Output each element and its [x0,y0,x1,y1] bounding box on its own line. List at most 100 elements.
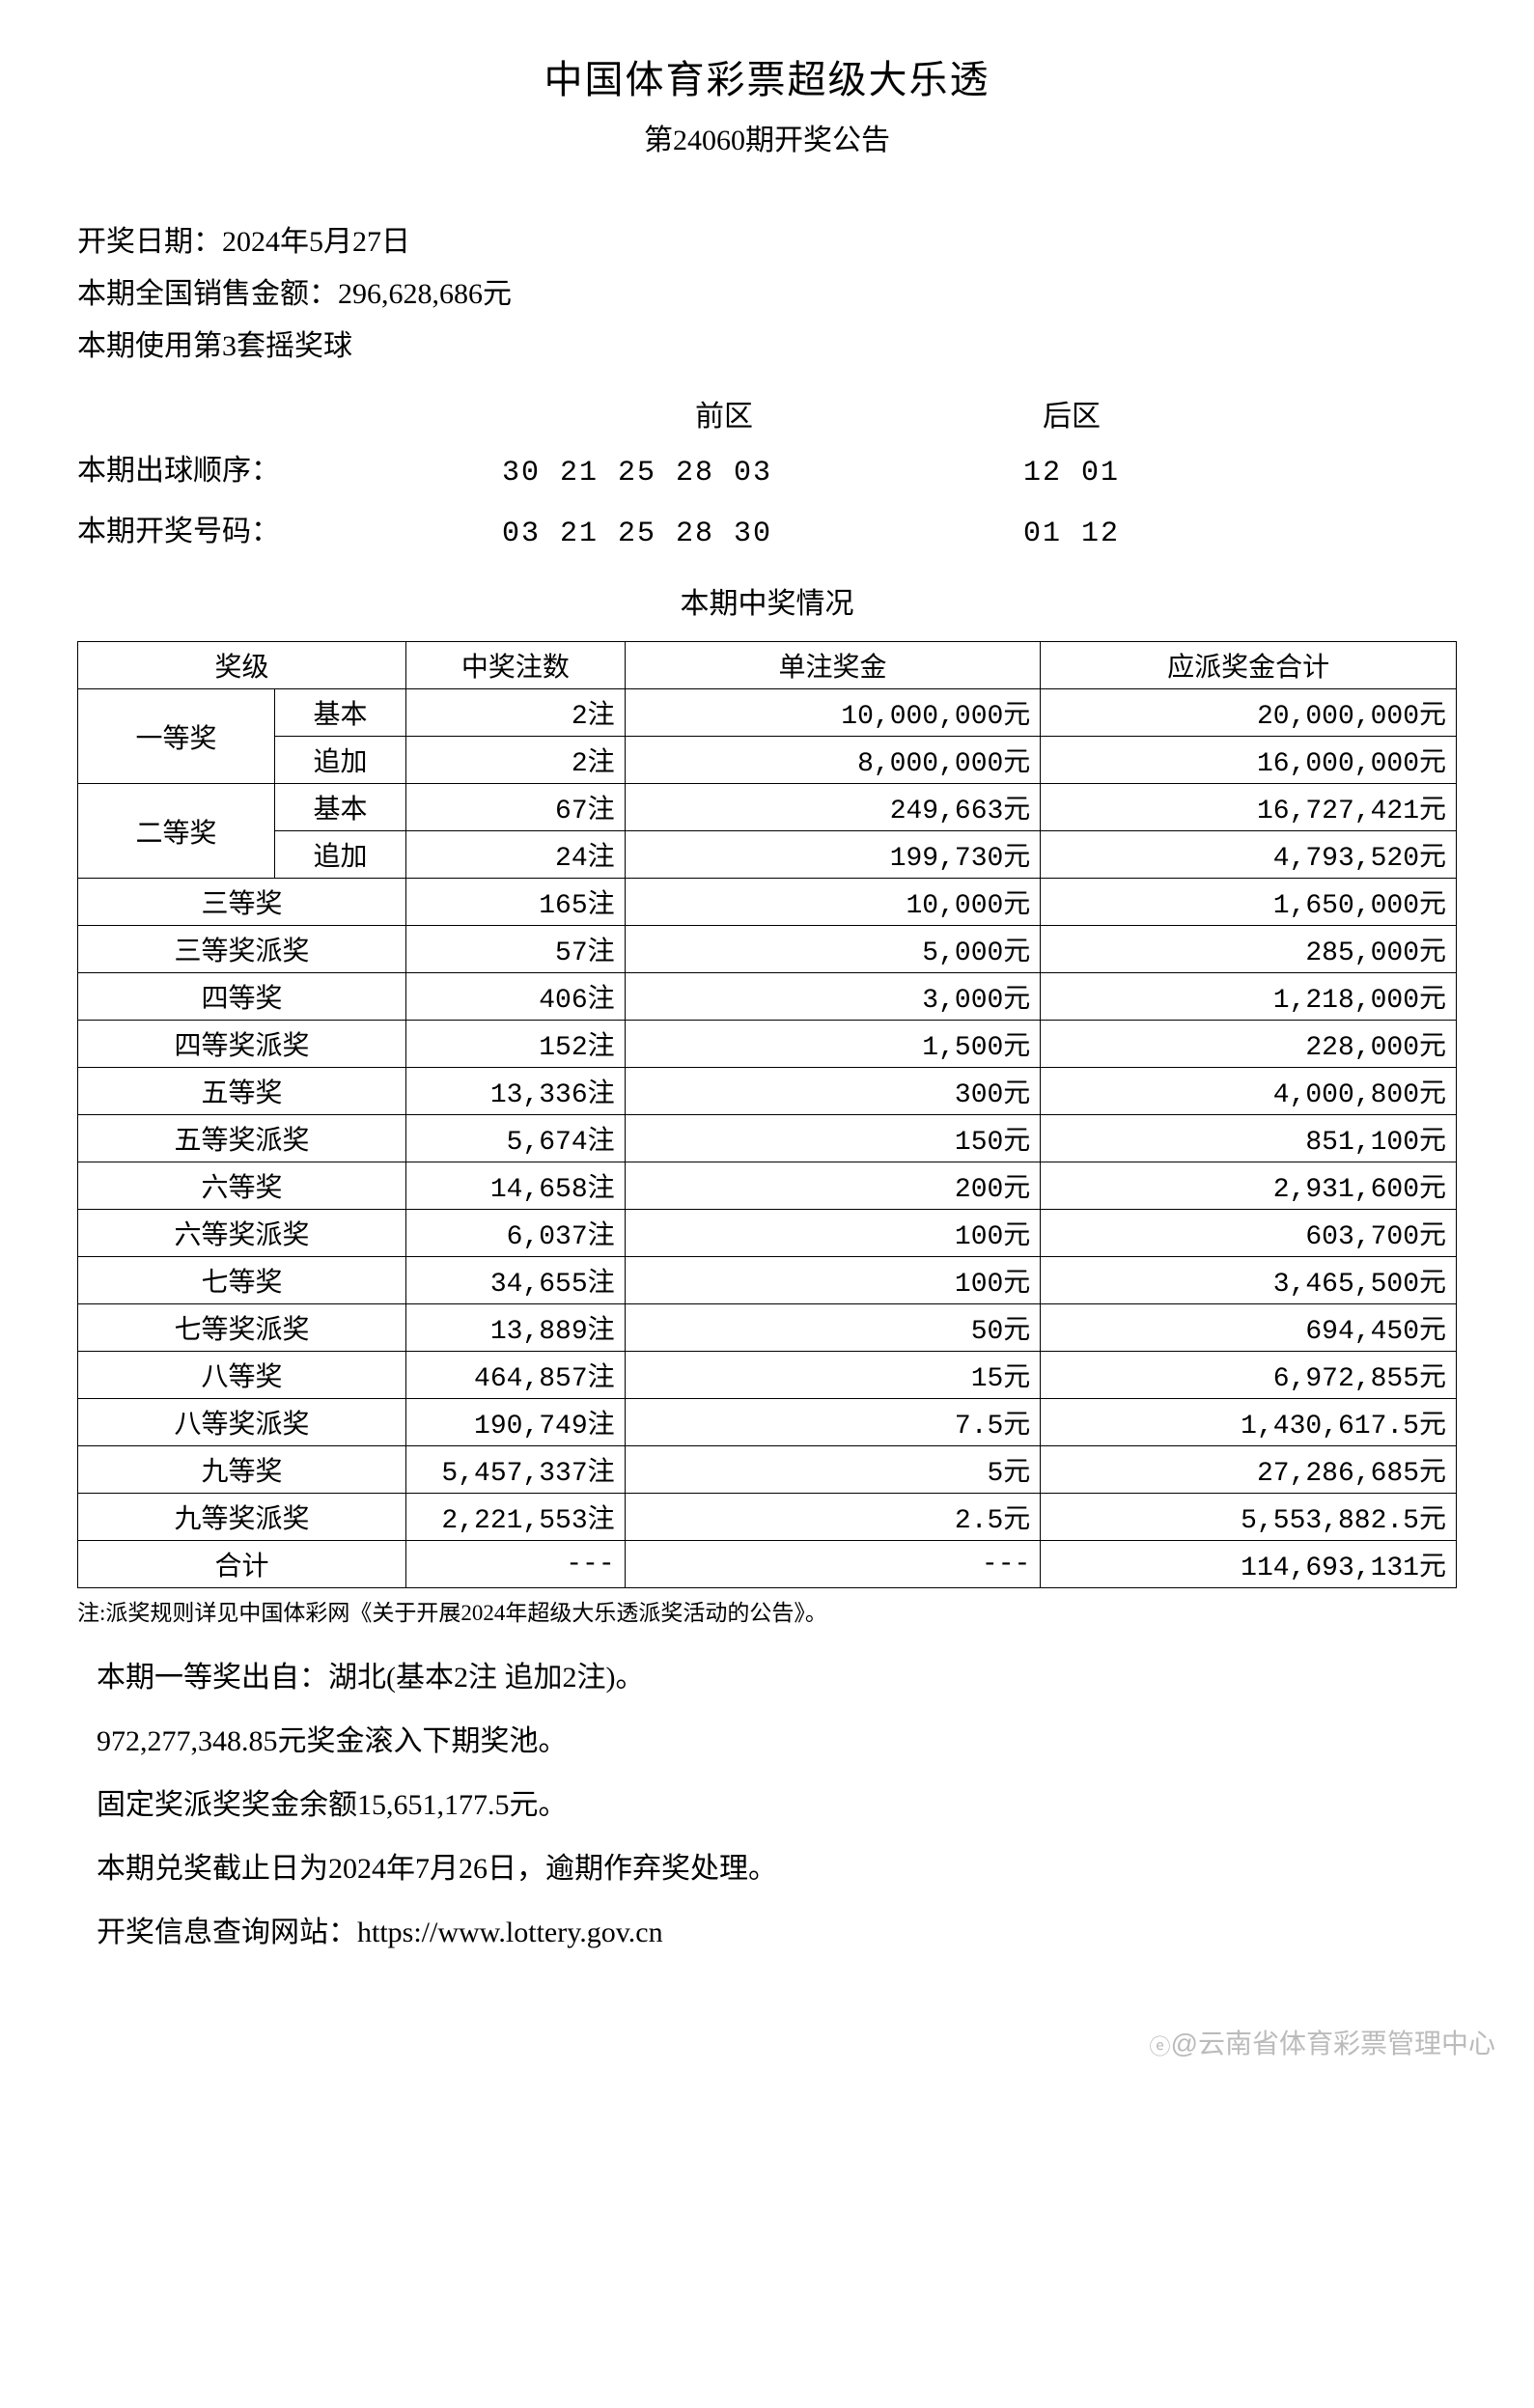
tier-cell: 四等奖派奖 [78,1021,406,1068]
per-cell: 100元 [625,1210,1041,1257]
per-cell: 5元 [625,1446,1041,1494]
total-cell: 5,553,882.5元 [1041,1494,1457,1541]
sales-value: 296,628,686元 [338,278,512,310]
per-cell: 10,000元 [625,879,1041,926]
total-cell: 1,430,617.5元 [1041,1399,1457,1446]
per-cell: 50元 [625,1304,1041,1352]
tier-cell: 三等奖派奖 [78,926,406,973]
tier-cell: 五等奖 [78,1068,406,1115]
table-row: 二等奖 基本 67注 249,663元 16,727,421元 [78,784,1457,831]
draw-order-label: 本期出球顺序： [77,446,348,489]
tier2-addon-per: 199,730元 [625,831,1041,879]
main-title: 中国体育彩票超级大乐透 [77,48,1457,104]
total-cell: 4,000,800元 [1041,1068,1457,1115]
ball-set-line: 本期使用第3套摇奖球 [77,321,1457,373]
per-cell: 7.5元 [625,1399,1041,1446]
count-cell: 13,889注 [406,1304,626,1352]
total-cell: 851,100元 [1041,1115,1457,1162]
draw-date-value: 2024年5月27日 [222,226,410,258]
table-row: 三等奖165注10,000元1,650,000元 [78,879,1457,926]
draw-date-label: 开奖日期： [77,226,222,258]
bottom-line-4: 本期兑奖截止日为2024年7月26日，逾期作弃奖处理。 [97,1837,1457,1901]
winning-front: 03 21 25 28 30 [348,518,927,550]
total-cell: 285,000元 [1041,926,1457,973]
per-cell: 3,000元 [625,973,1041,1021]
total-cell: 1,218,000元 [1041,973,1457,1021]
per-cell: 150元 [625,1115,1041,1162]
tier-cell: 五等奖派奖 [78,1115,406,1162]
tier2-basic-count: 67注 [406,784,626,831]
tier1-basic-per: 10,000,000元 [625,689,1041,737]
sum-label: 合计 [78,1541,406,1588]
draw-date-line: 开奖日期：2024年5月27日 [77,216,1457,268]
table-row: 六等奖派奖6,037注100元603,700元 [78,1210,1457,1257]
tier1-label: 一等奖 [78,689,275,784]
count-cell: 57注 [406,926,626,973]
period-subtitle: 第24060期开奖公告 [77,116,1457,158]
tier2-addon-label: 追加 [275,831,406,879]
tier-cell: 八等奖派奖 [78,1399,406,1446]
table-header-row: 奖级 中奖注数 单注奖金 应派奖金合计 [78,642,1457,689]
table-row: 五等奖派奖5,674注150元851,100元 [78,1115,1457,1162]
winning-back: 01 12 [927,518,1216,550]
count-cell: 5,457,337注 [406,1446,626,1494]
total-cell: 6,972,855元 [1041,1352,1457,1399]
tier-cell: 八等奖 [78,1352,406,1399]
tier1-basic-count: 2注 [406,689,626,737]
tier-cell: 六等奖 [78,1162,406,1210]
count-cell: 2,221,553注 [406,1494,626,1541]
footnote: 注:派奖规则详见中国体彩网《关于开展2024年超级大乐透派奖活动的公告》。 [77,1594,1457,1627]
col-tier: 奖级 [78,642,406,689]
table-row: 六等奖14,658注200元2,931,600元 [78,1162,1457,1210]
prize-table: 奖级 中奖注数 单注奖金 应派奖金合计 一等奖 基本 2注 10,000,000… [77,641,1457,1588]
total-cell: 2,931,600元 [1041,1162,1457,1210]
sum-count: --- [406,1541,626,1588]
number-section: 前区 后区 本期出球顺序： 30 21 25 28 03 12 01 本期开奖号… [77,392,1457,550]
per-cell: 2.5元 [625,1494,1041,1541]
tier1-basic-total: 20,000,000元 [1041,689,1457,737]
total-cell: 3,465,500元 [1041,1257,1457,1304]
tier2-addon-count: 24注 [406,831,626,879]
table-row: 九等奖派奖2,221,553注2.5元5,553,882.5元 [78,1494,1457,1541]
table-row: 七等奖34,655注100元3,465,500元 [78,1257,1457,1304]
draw-order-back: 12 01 [927,457,1216,490]
back-zone-header: 后区 [927,392,1216,434]
table-row: 追加 2注 8,000,000元 16,000,000元 [78,737,1457,784]
bottom-line-5: 开奖信息查询网站：https://www.lottery.gov.cn [97,1901,1457,1965]
count-cell: 406注 [406,973,626,1021]
table-row: 三等奖派奖57注5,000元285,000元 [78,926,1457,973]
tier-cell: 六等奖派奖 [78,1210,406,1257]
col-count: 中奖注数 [406,642,626,689]
count-cell: 14,658注 [406,1162,626,1210]
tier2-basic-per: 249,663元 [625,784,1041,831]
bottom-line-3: 固定奖派奖奖金余额15,651,177.5元。 [97,1774,1457,1837]
winning-row: 本期开奖号码： 03 21 25 28 30 01 12 [77,507,1457,550]
total-cell: 228,000元 [1041,1021,1457,1068]
tier-cell: 四等奖 [78,973,406,1021]
table-sum-row: 合计------114,693,131元 [78,1541,1457,1588]
bottom-line-1: 本期一等奖出自：湖北(基本2注 追加2注)。 [97,1646,1457,1710]
watermark-text: @云南省体育彩票管理中心 [1171,2029,1495,2058]
sum-per: --- [625,1541,1041,1588]
tier-cell: 七等奖 [78,1257,406,1304]
tier2-addon-total: 4,793,520元 [1041,831,1457,879]
table-row: 四等奖406注3,000元1,218,000元 [78,973,1457,1021]
per-cell: 15元 [625,1352,1041,1399]
col-per: 单注奖金 [625,642,1041,689]
per-cell: 200元 [625,1162,1041,1210]
weibo-icon: ⓔ [1150,2035,1171,2059]
col-total: 应派奖金合计 [1041,642,1457,689]
count-cell: 190,749注 [406,1399,626,1446]
prize-heading: 本期中奖情况 [77,579,1457,622]
sum-total: 114,693,131元 [1041,1541,1457,1588]
page-container: 中国体育彩票超级大乐透 第24060期开奖公告 开奖日期：2024年5月27日 … [0,0,1534,2081]
count-cell: 165注 [406,879,626,926]
draw-order-front: 30 21 25 28 03 [348,457,927,490]
count-cell: 152注 [406,1021,626,1068]
tier-cell: 七等奖派奖 [78,1304,406,1352]
count-cell: 6,037注 [406,1210,626,1257]
count-cell: 13,336注 [406,1068,626,1115]
tier-cell: 九等奖 [78,1446,406,1494]
per-cell: 5,000元 [625,926,1041,973]
total-cell: 603,700元 [1041,1210,1457,1257]
